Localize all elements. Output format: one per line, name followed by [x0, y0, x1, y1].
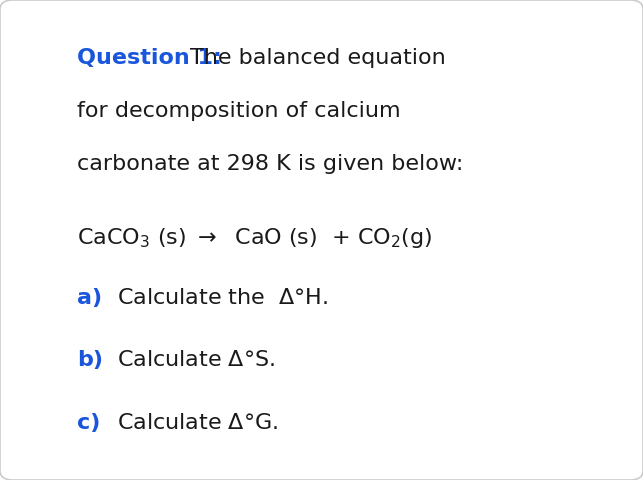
Text: Question 1:: Question 1: — [77, 48, 222, 68]
Text: c): c) — [77, 413, 100, 433]
Text: Calculate $\Delta$°S.: Calculate $\Delta$°S. — [117, 350, 275, 371]
Text: b): b) — [77, 350, 103, 371]
Text: Calculate the  $\Delta$°H.: Calculate the $\Delta$°H. — [117, 288, 329, 308]
Text: Calculate $\Delta$°G.: Calculate $\Delta$°G. — [117, 413, 278, 433]
Text: carbonate at 298 K is given below:: carbonate at 298 K is given below: — [77, 154, 464, 174]
Text: CaCO$_3$ (s) $\rightarrow$  CaO (s)  + CO$_2$(g): CaCO$_3$ (s) $\rightarrow$ CaO (s) + CO$… — [77, 226, 433, 250]
Text: a): a) — [77, 288, 102, 308]
Text: for decomposition of calcium: for decomposition of calcium — [77, 101, 401, 121]
Text: The balanced equation: The balanced equation — [190, 48, 446, 68]
